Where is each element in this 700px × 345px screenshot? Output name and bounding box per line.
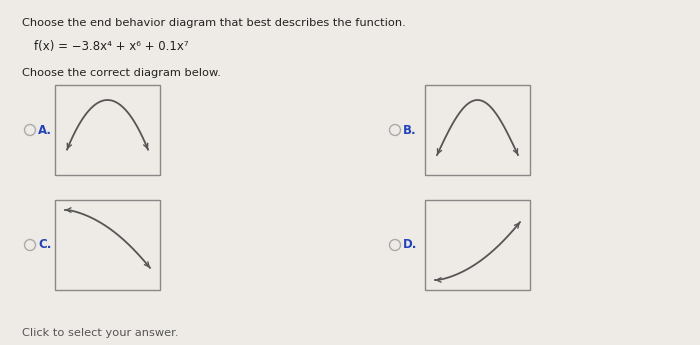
Text: f(x) = −3.8x⁴ + x⁶ + 0.1x⁷: f(x) = −3.8x⁴ + x⁶ + 0.1x⁷ <box>34 40 188 53</box>
Bar <box>425 85 530 175</box>
Bar <box>425 200 530 290</box>
Text: B.: B. <box>403 124 416 137</box>
Text: Choose the end behavior diagram that best describes the function.: Choose the end behavior diagram that bes… <box>22 18 406 28</box>
Text: D.: D. <box>403 238 417 252</box>
Bar <box>55 85 160 175</box>
Text: C.: C. <box>38 238 51 252</box>
Text: Click to select your answer.: Click to select your answer. <box>22 328 178 338</box>
Text: Choose the correct diagram below.: Choose the correct diagram below. <box>22 68 221 78</box>
Text: A.: A. <box>38 124 52 137</box>
Bar <box>55 200 160 290</box>
